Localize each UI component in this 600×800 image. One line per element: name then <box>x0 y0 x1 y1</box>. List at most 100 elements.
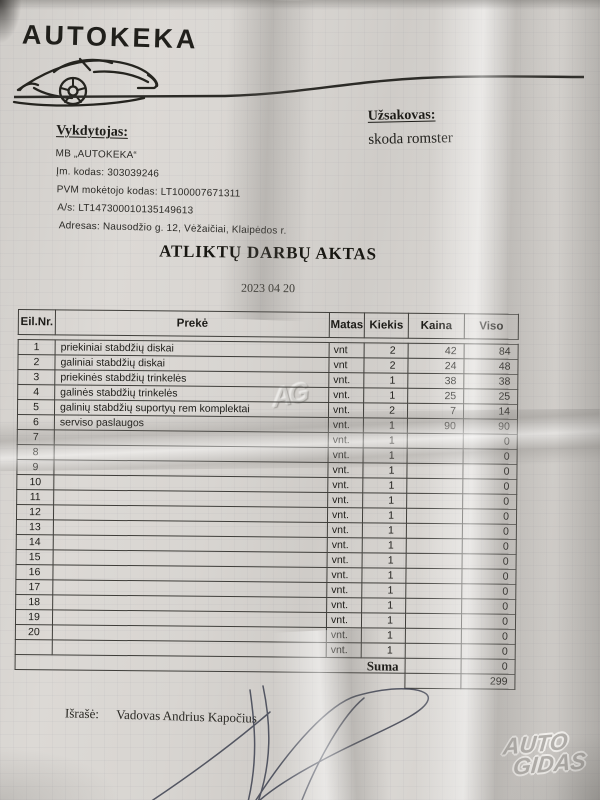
cell-matas: vnt. <box>328 402 364 418</box>
executor-account: A/s: LT147300010135149613 <box>57 202 194 217</box>
cell-viso: 0 <box>462 463 518 480</box>
cell-kiekis: 1 <box>363 372 408 389</box>
cell-kiekis: 1 <box>361 597 406 614</box>
photo-top-edge-shade <box>0 0 600 10</box>
cell-nr: 3 <box>17 369 55 385</box>
cell-matas: vnt. <box>327 522 363 538</box>
cell-matas: vnt. <box>328 432 364 448</box>
executor-vat-code: PVM mokėtojo kodas: LT100007671311 <box>56 184 241 200</box>
cell-nr: 10 <box>16 474 54 490</box>
cell-kiekis: 1 <box>362 507 407 524</box>
works-table: Eil.Nr. Prekė Matas Kiekis Kaina Viso 1 prieki… <box>14 309 519 690</box>
cell-kaina <box>406 553 463 569</box>
cell-nr: 19 <box>15 609 53 625</box>
document-title: ATLIKTŲ DARBŲ AKTAS <box>159 241 377 264</box>
cell-kiekis: 1 <box>362 477 407 494</box>
cell-matas: vnt. <box>328 447 364 463</box>
cell-nr: 8 <box>17 444 55 460</box>
cell-kaina <box>405 598 462 614</box>
cell-kaina <box>405 583 462 599</box>
cell-nr <box>15 639 53 655</box>
cell-kaina: 7 <box>407 403 464 419</box>
cell-kaina <box>406 538 463 554</box>
cell-viso: 84 <box>464 343 519 360</box>
executor-company: MB „AUTOKEKA“ <box>55 148 138 162</box>
suma-kaina-cell <box>405 658 462 674</box>
header-divider-line <box>13 75 585 99</box>
cell-kiekis: 1 <box>361 612 406 629</box>
cell-kiekis: 1 <box>361 582 406 599</box>
cell-viso: 0 <box>461 583 516 600</box>
autogidas-watermark-line1: AUTO <box>501 727 569 760</box>
cell-kiekis: 1 <box>363 432 408 449</box>
total-value: 299 <box>460 673 516 690</box>
cell-viso: 0 <box>462 478 517 495</box>
document-date: 2023 04 20 <box>240 280 296 296</box>
cell-nr: 1 <box>18 339 56 355</box>
cell-nr: 6 <box>17 414 55 430</box>
cell-matas: vnt. <box>327 462 364 478</box>
cell-kaina <box>405 568 463 584</box>
cell-viso: 0 <box>461 628 516 645</box>
cell-viso: 48 <box>463 358 519 375</box>
cell-matas: vnt <box>328 357 365 373</box>
cell-viso: 14 <box>463 403 518 420</box>
customer-heading: Užsakovas: <box>367 107 436 124</box>
total-kaina-cell <box>404 673 462 689</box>
cell-kaina: 24 <box>407 358 465 374</box>
cell-viso: 0 <box>462 493 517 510</box>
cell-kiekis: 1 <box>362 462 408 479</box>
cell-kaina <box>405 628 462 644</box>
cell-kiekis: 2 <box>363 357 409 374</box>
cell-kaina: 42 <box>408 343 465 359</box>
cell-viso: 25 <box>463 388 518 405</box>
cell-kaina <box>406 463 464 479</box>
executor-address: Adresas: Nausodžio g. 12, Vėžaičiai, Kla… <box>58 220 287 237</box>
cell-nr: 9 <box>16 459 55 475</box>
cell-kiekis: 2 <box>363 402 408 419</box>
cell-viso: 90 <box>463 418 518 435</box>
cell-kaina: 25 <box>407 388 464 404</box>
cell-kaina <box>407 433 464 449</box>
cell-viso: 0 <box>462 523 517 540</box>
cell-nr: 14 <box>16 534 54 550</box>
cell-nr: 20 <box>15 624 53 640</box>
cell-kaina <box>405 643 462 659</box>
cell-matas: vnt. <box>327 477 363 493</box>
autogidas-watermark-line2: GIDAS <box>512 747 587 780</box>
cell-kiekis: 1 <box>362 552 407 569</box>
cell-viso: 0 <box>461 613 516 630</box>
cell-nr: 7 <box>17 429 55 445</box>
autogidas-watermark: AUTO GIDAS <box>500 727 588 780</box>
cell-kiekis: 1 <box>362 492 407 509</box>
issued-label: Išrašė: <box>64 705 100 722</box>
cell-nr: 18 <box>15 594 53 610</box>
cell-kiekis: 1 <box>361 627 406 644</box>
cell-viso: 0 <box>461 598 516 615</box>
cell-nr: 15 <box>16 549 54 565</box>
cell-nr: 11 <box>16 489 54 505</box>
cell-kaina <box>407 448 464 464</box>
cell-nr: 13 <box>16 519 54 535</box>
cell-nr: 12 <box>16 504 54 520</box>
cell-kiekis: 1 <box>363 387 408 404</box>
cell-viso: 0 <box>463 448 518 465</box>
cell-viso: 0 <box>463 433 518 450</box>
cell-matas: vnt. <box>327 537 363 553</box>
header-cell-5: Viso <box>464 313 519 340</box>
customer-value: skoda romster <box>368 130 453 148</box>
cell-viso: 0 <box>461 568 517 585</box>
cell-matas: vnt. <box>328 372 364 388</box>
cell-matas: vnt. <box>328 417 364 433</box>
cell-viso: 0 <box>461 643 516 660</box>
table-body: 1 priekiniai stabdžių diskai vnt 2 42 84 2 gali… <box>15 339 519 660</box>
header-cell-4: Kaina <box>408 313 465 339</box>
cell-matas: vnt. <box>326 627 362 643</box>
cell-viso: 0 <box>462 508 517 525</box>
issued-by-line: Išrašė: Vadovas Andrius Kapočius <box>65 705 257 726</box>
header-cell-1: Prekė <box>55 309 330 338</box>
header-cell-0: Eil.Nr. <box>18 309 56 335</box>
cell-viso: 0 <box>462 538 517 555</box>
cell-kaina <box>406 523 463 539</box>
